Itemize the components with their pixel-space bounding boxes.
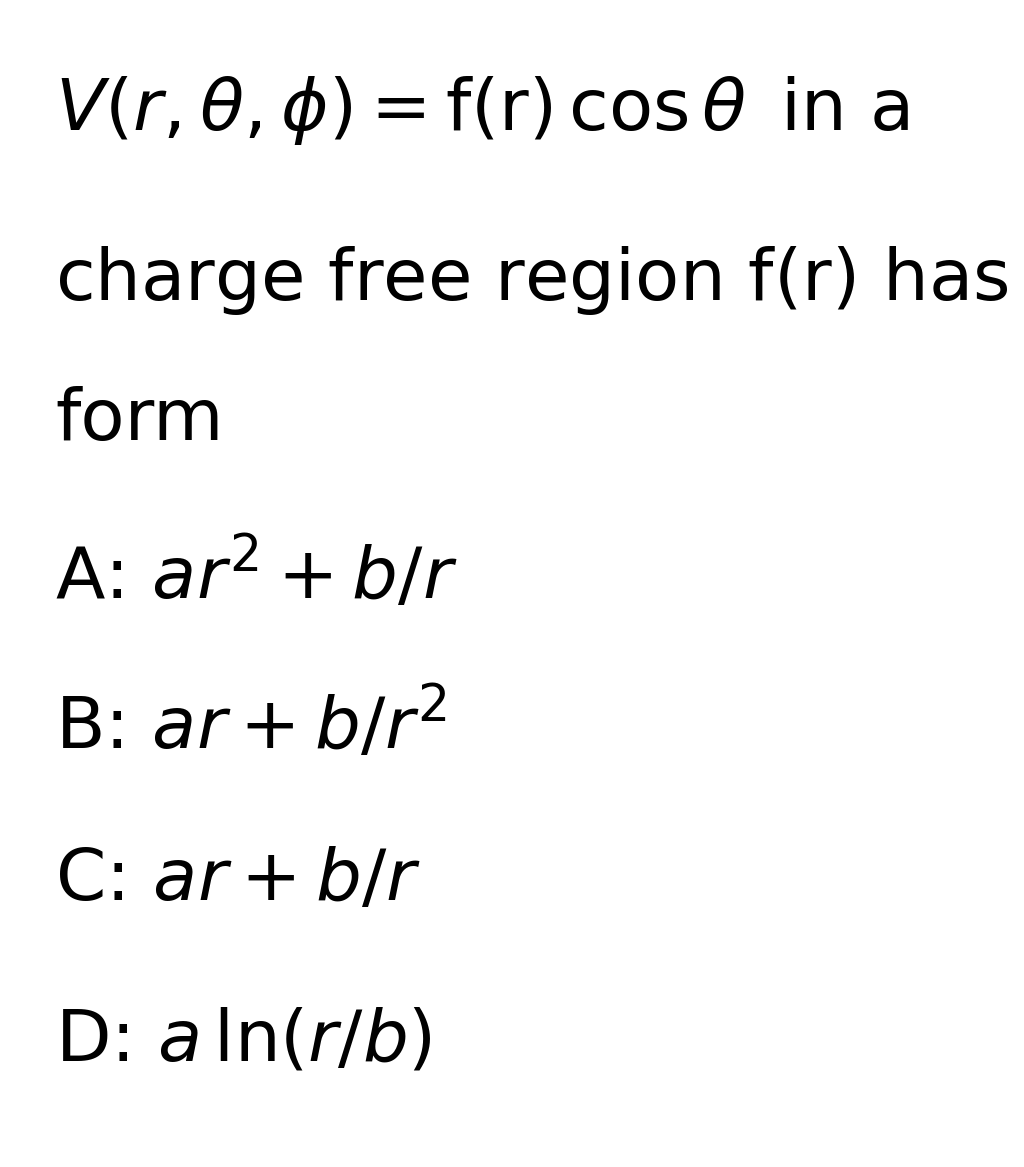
Text: $V(r, \theta, \phi) = \mathrm{f(r)}\,\cos\theta\,$ in a: $V(r, \theta, \phi) = \mathrm{f(r)}\,\co… — [55, 74, 909, 147]
Text: A: $ar^2 + b/r$: A: $ar^2 + b/r$ — [55, 537, 458, 615]
Text: B: $ar + b/r^2$: B: $ar + b/r^2$ — [55, 687, 446, 766]
Text: form: form — [55, 386, 223, 455]
Text: charge free region $\mathrm{f(r)}$ has the: charge free region $\mathrm{f(r)}$ has t… — [55, 244, 1024, 317]
Text: C: $ar + b/r$: C: $ar + b/r$ — [55, 846, 421, 915]
Text: D: $a\,\mathrm{ln}(r/b)$: D: $a\,\mathrm{ln}(r/b)$ — [55, 1006, 432, 1075]
